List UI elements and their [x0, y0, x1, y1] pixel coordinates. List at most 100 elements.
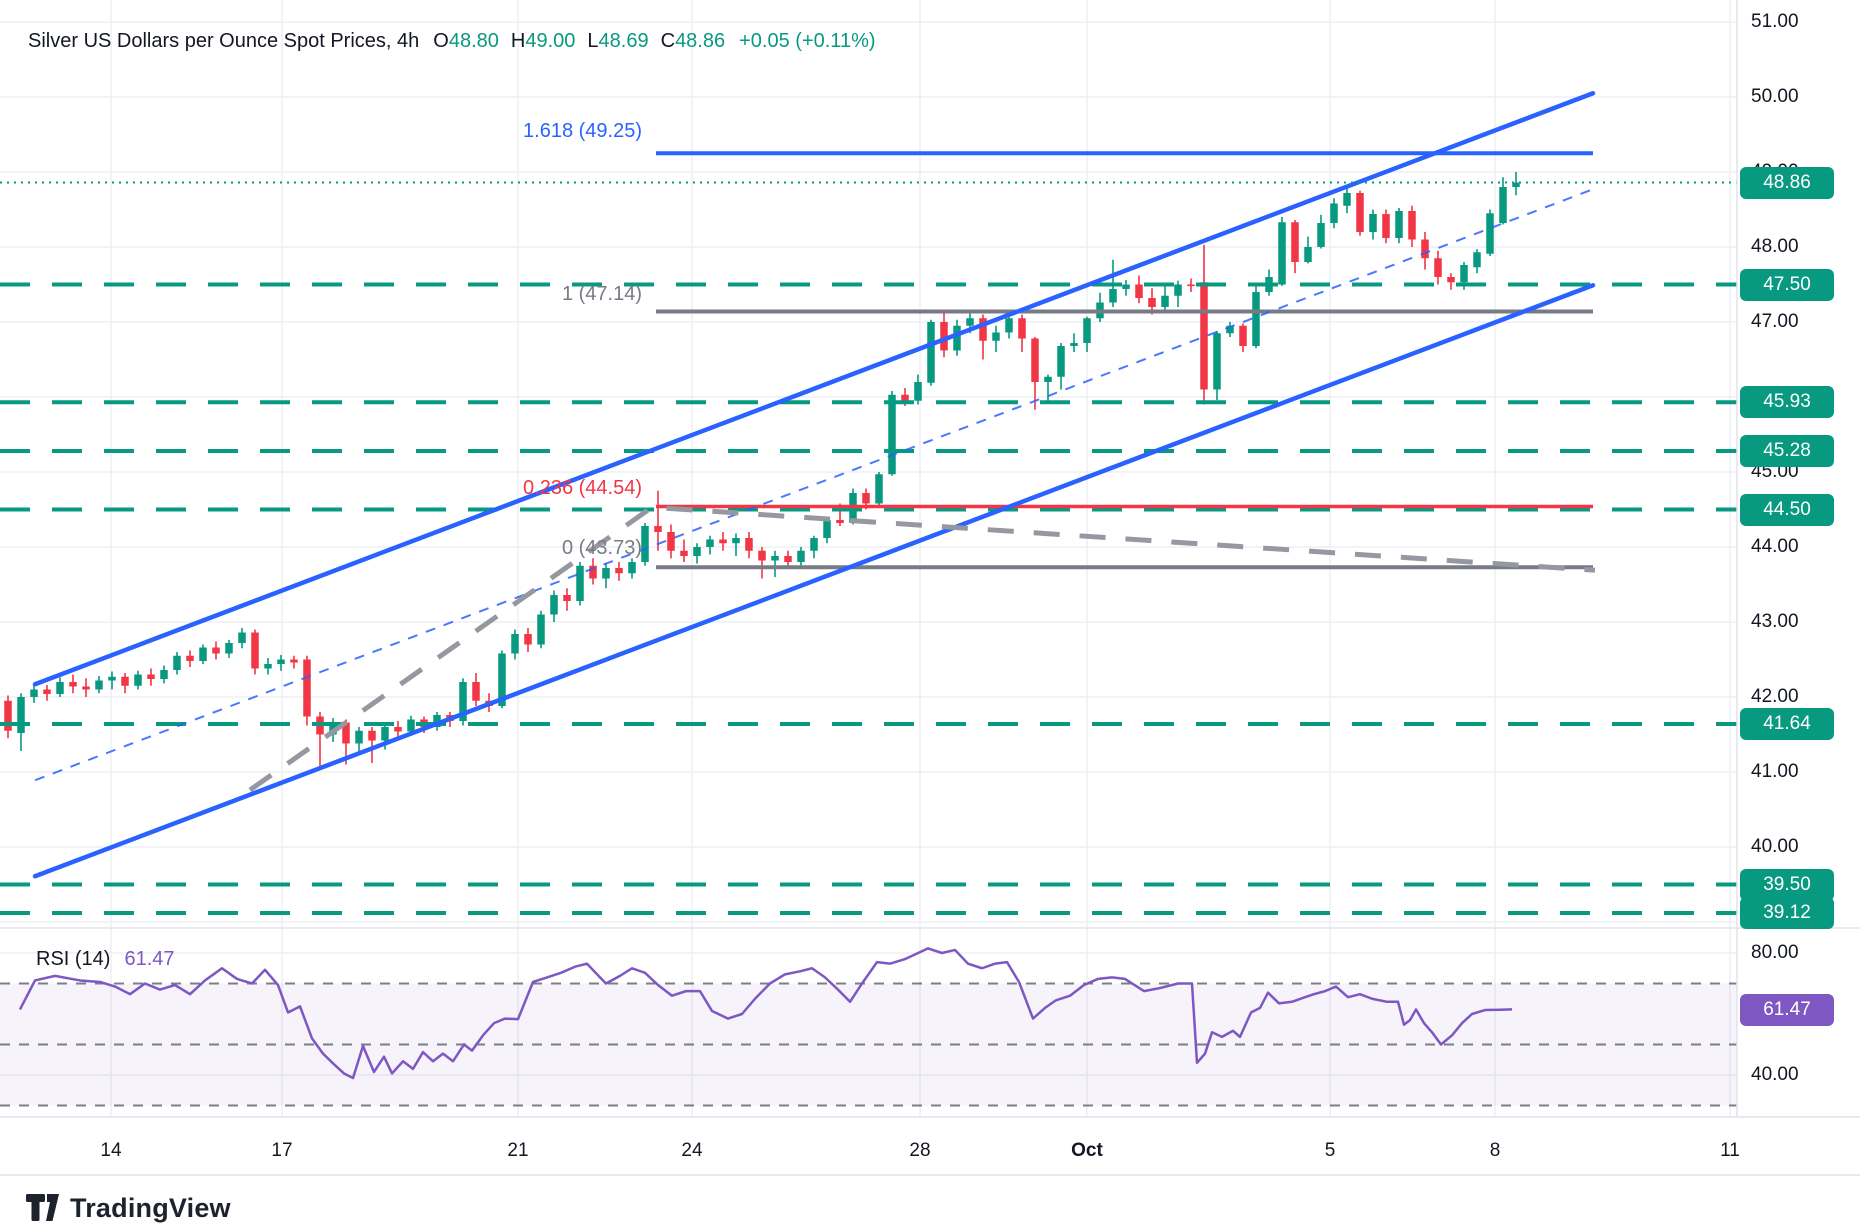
candle-series[interactable] — [4, 172, 1520, 769]
channel-mid-dashed-line[interactable] — [34, 188, 1594, 782]
candle-body — [719, 539, 727, 544]
channel-upper-line[interactable] — [32, 91, 1596, 687]
candle-body — [771, 556, 779, 561]
candle-body — [368, 730, 376, 741]
candle-body — [160, 670, 168, 679]
rsi-value-badge: 61.47 — [1740, 993, 1834, 1026]
rsi-pane[interactable] — [0, 947, 1737, 1107]
candle-body — [82, 686, 90, 690]
grid — [0, 0, 1737, 1117]
candle-body — [1161, 295, 1169, 307]
fib-label[interactable]: 0 (43.73) — [561, 537, 642, 559]
candle-body — [875, 474, 883, 504]
candle-body — [472, 682, 480, 701]
price-scale-label: 47.00 — [1751, 311, 1799, 332]
candle-body — [1057, 346, 1065, 377]
candle-body — [628, 562, 636, 574]
candle-body — [537, 614, 545, 645]
candle-body — [589, 565, 597, 579]
rsi-scale-label: 80.00 — [1751, 942, 1799, 963]
candle-body — [108, 676, 116, 681]
candle-body — [810, 538, 818, 551]
candle-body — [823, 520, 831, 538]
candle-body — [862, 493, 870, 504]
chart-drawings[interactable] — [0, 91, 1737, 915]
gray-dashed-trendline[interactable] — [248, 504, 1596, 793]
candle-body — [901, 394, 909, 401]
candle-body — [797, 550, 805, 562]
candle-body — [1252, 292, 1260, 346]
candle-body — [4, 700, 12, 731]
candle-body — [550, 595, 558, 615]
tradingview-logo[interactable]: TradingView — [26, 1193, 231, 1223]
tradingview-logo-text: TradingView — [70, 1193, 231, 1223]
time-scale-label: 21 — [507, 1140, 529, 1161]
candle-body — [1499, 187, 1507, 223]
rsi-band — [0, 983, 1737, 1106]
price-scale-label: 48.00 — [1751, 236, 1799, 257]
candle-body — [576, 565, 584, 601]
time-scale-label: 5 — [1324, 1140, 1336, 1161]
rsi-line — [18, 947, 1513, 1080]
candle-body — [134, 674, 142, 686]
candle-body — [238, 632, 246, 643]
fib-label[interactable]: 1 (47.14) — [561, 283, 642, 305]
candle-body — [56, 682, 64, 694]
candle-body — [1421, 239, 1429, 259]
candle-body — [1031, 338, 1039, 382]
time-scale-label: 14 — [100, 1140, 122, 1161]
symbol-title-bar[interactable]: Silver US Dollars per Ounce Spot Prices,… — [28, 30, 876, 53]
candle-body — [225, 643, 233, 654]
candle-body — [979, 318, 987, 341]
candle-body — [563, 595, 571, 601]
candle-body — [1304, 247, 1312, 262]
candle-body — [1135, 284, 1143, 298]
candle-body — [459, 682, 467, 721]
candle-body — [1382, 214, 1390, 238]
candle-body — [602, 568, 610, 579]
candle-body — [1109, 289, 1117, 303]
candle-body — [992, 332, 1000, 341]
rsi-indicator-label[interactable]: RSI (14) 61.47 — [36, 948, 175, 971]
candle-body — [511, 634, 519, 654]
time-scale-label: 24 — [681, 1140, 703, 1161]
rsi-indicator-name: RSI (14) — [36, 948, 111, 970]
candle-body — [1187, 284, 1195, 287]
candle-body — [1434, 258, 1442, 277]
time-scale-label: Oct — [1071, 1140, 1103, 1161]
candle-body — [1070, 343, 1078, 346]
candle-body — [17, 697, 25, 733]
price-level-badge: 44.50 — [1740, 493, 1834, 526]
candle-body — [706, 539, 714, 547]
price-level-badge: 48.86 — [1740, 166, 1834, 199]
candle-body — [1174, 284, 1182, 296]
candle-body — [654, 526, 662, 532]
candle-body — [1330, 203, 1338, 223]
symbol-title: Silver US Dollars per Ounce Spot Prices,… — [28, 30, 420, 52]
candle-body — [498, 653, 506, 706]
fib-label[interactable]: 1.618 (49.25) — [523, 120, 642, 142]
ohlc-c: C48.86 — [660, 30, 726, 52]
fib-label[interactable]: 0.236 (44.54) — [523, 477, 642, 499]
price-scale-label: 43.00 — [1751, 611, 1799, 632]
candle-body — [888, 394, 896, 475]
candle-body — [524, 634, 532, 645]
candle-body — [667, 532, 675, 551]
candle-body — [303, 659, 311, 717]
ohlc-values: O48.80 H49.00 L48.69 C48.86 — [433, 30, 725, 53]
tradingview-logo-icon — [26, 1193, 59, 1221]
candle-body — [966, 318, 974, 326]
candle-body — [199, 647, 207, 661]
price-level-badge: 39.12 — [1740, 897, 1834, 929]
candle-body — [121, 676, 129, 686]
ohlc-l: L48.69 — [587, 30, 649, 52]
rsi-indicator-value: 61.47 — [124, 948, 175, 970]
candle-body — [680, 550, 688, 556]
price-scale-label: 41.00 — [1751, 761, 1799, 782]
channel-lower-line[interactable] — [32, 283, 1596, 879]
price-scale-label: 40.00 — [1751, 836, 1799, 857]
price-level-badge: 41.64 — [1740, 708, 1834, 740]
candle-body — [1200, 282, 1208, 390]
candle-body — [212, 647, 220, 654]
